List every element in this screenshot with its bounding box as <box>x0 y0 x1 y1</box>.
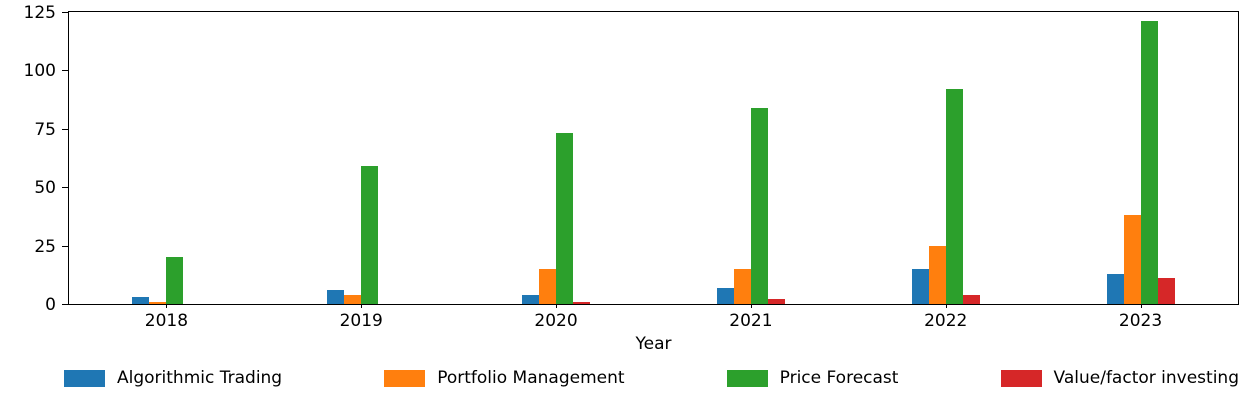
bar <box>573 301 591 304</box>
bar <box>750 107 768 304</box>
x-tick-label: 2020 <box>534 311 578 331</box>
y-tick-label: 75 <box>34 119 56 140</box>
bar <box>1157 278 1175 304</box>
bar <box>1140 21 1158 304</box>
legend-item: Value/factor investing <box>1000 368 1239 388</box>
y-tick-mark <box>62 12 68 13</box>
y-tick-mark <box>62 304 68 305</box>
bar <box>361 166 379 304</box>
x-tick-label: 2023 <box>1118 311 1163 331</box>
y-tick-mark <box>62 187 68 189</box>
bar-group-2018: 2018 <box>132 12 200 331</box>
bar-group-2019: 2019 <box>327 12 395 331</box>
plot-area: 2018 2019 2020 2021 2022 2023 <box>68 11 1239 331</box>
legend-swatch-icon <box>64 369 105 387</box>
legend-label: Price Forecast <box>779 368 899 388</box>
bar <box>1106 273 1124 304</box>
x-tick-mark <box>1140 304 1142 308</box>
bar-group-2020: 2020 <box>522 12 591 331</box>
bar <box>149 301 167 304</box>
legend-item: Portfolio Management <box>384 368 625 388</box>
legend-swatch-icon <box>384 369 426 387</box>
bar <box>522 294 540 304</box>
y-tick-label: 125 <box>23 3 56 23</box>
bar <box>716 287 734 304</box>
bar <box>928 245 946 304</box>
legend-label: Portfolio Management <box>437 368 625 388</box>
x-tick-mark <box>556 304 558 308</box>
x-tick-label: 2021 <box>729 311 773 331</box>
bar <box>767 299 785 304</box>
legend-item: Price Forecast <box>726 368 899 388</box>
x-tick-mark <box>361 304 363 308</box>
bar <box>1123 215 1141 304</box>
bar <box>344 294 362 304</box>
y-tick-label: 25 <box>34 236 56 257</box>
legend-swatch-icon <box>1000 369 1042 387</box>
bar <box>166 257 184 304</box>
x-tick-mark <box>750 304 752 308</box>
y-tick-label: 100 <box>23 61 56 82</box>
bar <box>945 89 963 304</box>
bar-group-2022: 2022 <box>911 12 980 331</box>
x-tick-mark <box>166 304 168 308</box>
legend-label: Value/factor investing <box>1053 368 1239 388</box>
x-tick-label: 2018 <box>144 311 189 331</box>
bar-group-2021: 2021 <box>716 12 785 331</box>
y-tick-mark <box>62 70 68 72</box>
bar <box>327 289 345 304</box>
y-axis: 0 25 50 75 100 125 <box>0 4 68 314</box>
bar <box>539 268 557 304</box>
bar <box>556 133 574 304</box>
legend-item: Algorithmic Trading <box>64 368 282 388</box>
legend-swatch-icon <box>726 369 768 387</box>
y-tick-label: 50 <box>34 178 56 199</box>
x-tick-label: 2022 <box>924 311 968 331</box>
bar <box>132 297 150 304</box>
x-tick-mark <box>945 304 947 308</box>
y-tick-label: 0 <box>45 295 56 315</box>
y-tick-mark <box>62 128 68 130</box>
legend: Algorithmic Trading Portfolio Management P… <box>64 368 1239 388</box>
y-tick-mark <box>62 245 68 247</box>
x-axis-title: Year <box>635 334 672 354</box>
bar-group-2023: 2023 <box>1106 12 1175 331</box>
bar <box>911 268 929 304</box>
bar <box>733 268 751 304</box>
legend-label: Algorithmic Trading <box>117 368 283 388</box>
bar <box>962 294 980 304</box>
x-tick-label: 2019 <box>339 311 383 331</box>
